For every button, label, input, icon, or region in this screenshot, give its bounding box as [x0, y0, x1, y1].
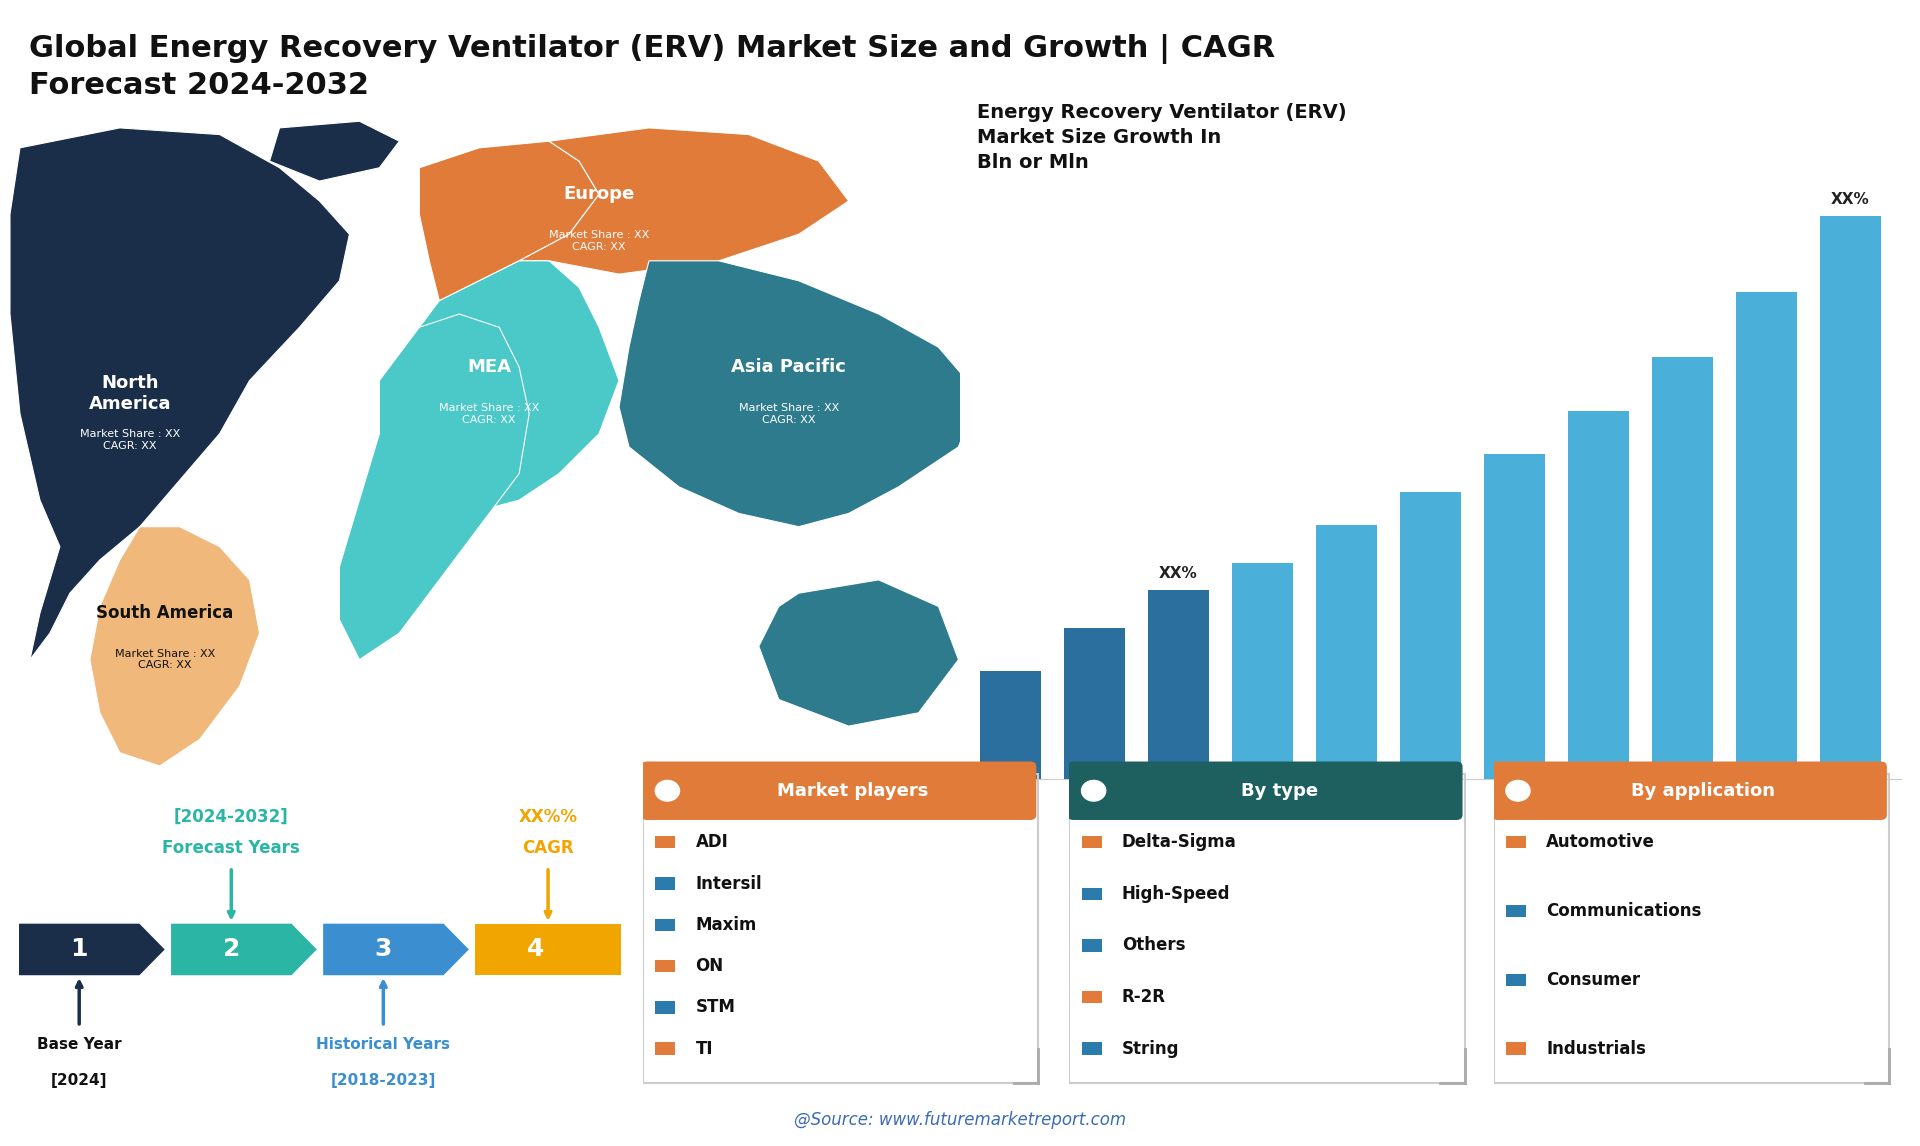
Bar	[655, 1043, 676, 1054]
Text: High-Speed: High-Speed	[1121, 885, 1231, 903]
Polygon shape	[171, 924, 317, 975]
Text: String: String	[1121, 1039, 1179, 1058]
Bar	[1081, 991, 1102, 1003]
Text: @Source: www.futuremarketreport.com: @Source: www.futuremarketreport.com	[795, 1110, 1125, 1129]
Text: Market Share : XX
CAGR: XX: Market Share : XX CAGR: XX	[79, 430, 180, 452]
Bar	[1505, 1043, 1526, 1054]
Text: Market Share : XX
CAGR: XX: Market Share : XX CAGR: XX	[739, 403, 839, 424]
Text: R-2R: R-2R	[1121, 988, 1165, 1006]
Text: Market Share : XX
CAGR: XX: Market Share : XX CAGR: XX	[549, 230, 649, 252]
Text: STM: STM	[695, 998, 735, 1017]
Text: North
America: North America	[88, 375, 171, 414]
Text: Base Year: Base Year	[36, 1037, 121, 1052]
Text: 4: 4	[526, 937, 543, 961]
Polygon shape	[618, 261, 979, 527]
Polygon shape	[476, 924, 620, 975]
Bar	[1148, 589, 1210, 779]
Text: XX%%: XX%%	[518, 808, 578, 825]
FancyBboxPatch shape	[641, 762, 1037, 821]
Text: [2024]: [2024]	[52, 1073, 108, 1089]
Polygon shape	[518, 128, 849, 274]
Bar	[1736, 291, 1797, 779]
Text: [2024-2032]: [2024-2032]	[175, 808, 288, 825]
Text: Energy Recovery Ventilator (ERV)
Market Size Growth In
Bln or Mln: Energy Recovery Ventilator (ERV) Market …	[977, 103, 1346, 172]
Text: Delta-Sigma: Delta-Sigma	[1121, 833, 1236, 851]
Text: Market Share : XX
CAGR: XX: Market Share : XX CAGR: XX	[440, 403, 540, 424]
Text: CAGR: CAGR	[522, 839, 574, 857]
Text: Industrials: Industrials	[1546, 1039, 1645, 1058]
Text: MEA: MEA	[467, 359, 511, 376]
Bar	[1064, 628, 1125, 779]
Text: XX%: XX%	[1832, 193, 1870, 207]
Bar	[655, 960, 676, 972]
Bar	[1081, 940, 1102, 951]
Text: TI: TI	[695, 1039, 712, 1058]
Text: Historical Years: Historical Years	[317, 1037, 451, 1052]
Polygon shape	[758, 580, 958, 727]
Bar	[1820, 215, 1880, 779]
Text: 3: 3	[374, 937, 392, 961]
FancyBboxPatch shape	[1492, 762, 1887, 821]
Text: Maxim: Maxim	[695, 916, 756, 934]
Text: ON: ON	[695, 957, 724, 975]
Text: Asia Pacific: Asia Pacific	[732, 359, 847, 376]
Polygon shape	[419, 141, 599, 300]
Text: Automotive: Automotive	[1546, 833, 1655, 851]
Polygon shape	[10, 128, 349, 660]
Bar	[1569, 410, 1628, 779]
Polygon shape	[380, 261, 618, 513]
FancyBboxPatch shape	[1068, 762, 1463, 821]
Bar	[1505, 905, 1526, 917]
Text: By type: By type	[1240, 782, 1317, 800]
Bar	[1505, 974, 1526, 986]
Text: 1: 1	[71, 937, 88, 961]
Bar	[1315, 525, 1377, 779]
Bar	[1484, 454, 1544, 779]
Text: ADI: ADI	[695, 833, 728, 851]
Text: 2: 2	[223, 937, 240, 961]
Circle shape	[1505, 780, 1530, 801]
Text: Market players: Market players	[778, 782, 929, 800]
Polygon shape	[19, 924, 165, 975]
Text: Consumer: Consumer	[1546, 971, 1640, 989]
Polygon shape	[90, 527, 259, 766]
Text: XX%: XX%	[1160, 566, 1198, 581]
Bar	[1081, 837, 1102, 848]
Text: South America: South America	[96, 604, 234, 622]
Bar	[979, 670, 1041, 779]
Text: By application: By application	[1632, 782, 1776, 800]
Text: Global Energy Recovery Ventilator (ERV) Market Size and Growth | CAGR
Forecast 2: Global Energy Recovery Ventilator (ERV) …	[29, 34, 1275, 101]
Bar	[655, 919, 676, 931]
Bar	[1400, 492, 1461, 779]
Polygon shape	[323, 924, 468, 975]
Bar	[655, 1002, 676, 1013]
Bar	[1233, 563, 1292, 779]
Text: Europe: Europe	[563, 186, 636, 203]
Bar	[655, 878, 676, 889]
Text: Communications: Communications	[1546, 902, 1701, 920]
Polygon shape	[269, 121, 399, 181]
Bar	[1081, 1043, 1102, 1054]
Circle shape	[655, 780, 680, 801]
Circle shape	[1081, 780, 1106, 801]
Text: Intersil: Intersil	[695, 874, 762, 893]
Bar	[1081, 888, 1102, 900]
Polygon shape	[340, 314, 530, 660]
Text: Market Share : XX
CAGR: XX: Market Share : XX CAGR: XX	[115, 649, 215, 670]
Text: Forecast Years: Forecast Years	[163, 839, 300, 857]
Bar	[1505, 837, 1526, 848]
Text: [2018-2023]: [2018-2023]	[330, 1073, 436, 1089]
Bar	[655, 837, 676, 848]
Text: Others: Others	[1121, 936, 1185, 955]
Bar	[1651, 356, 1713, 779]
